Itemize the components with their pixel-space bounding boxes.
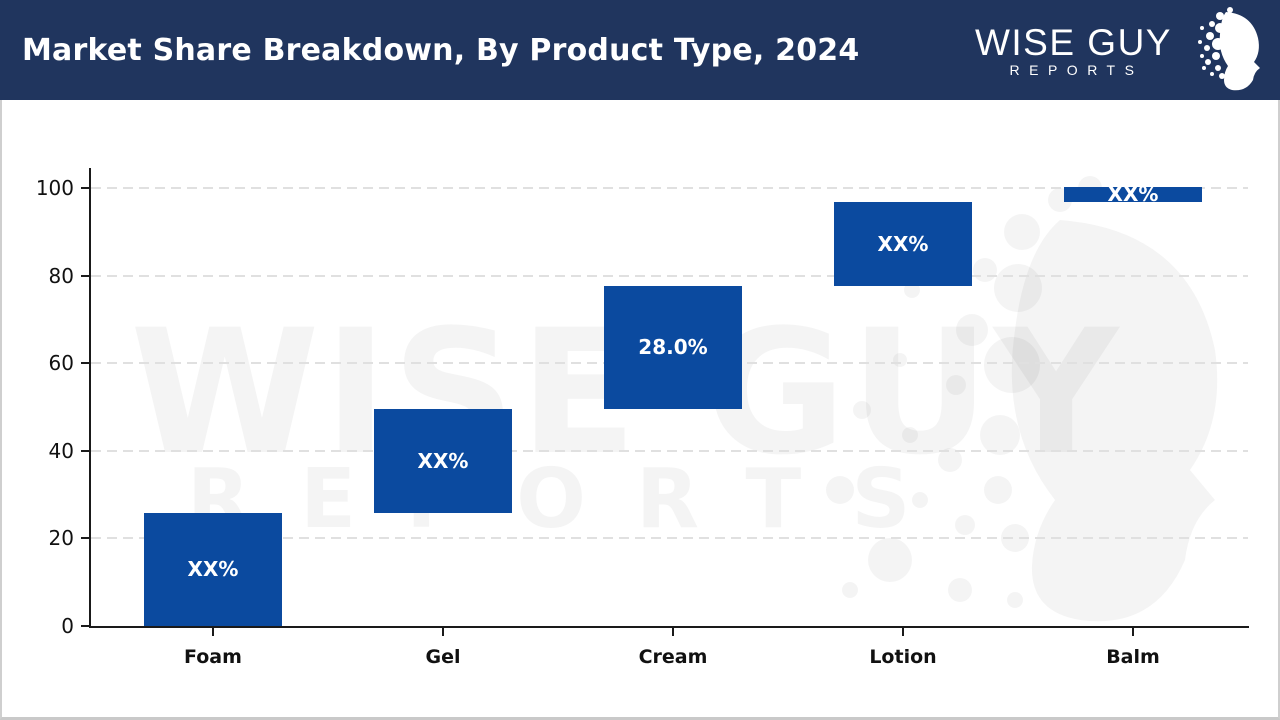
page-title: Market Share Breakdown, By Product Type,… [22,32,860,68]
x-category-label-gel: Gel [425,646,461,668]
x-tick-gel [442,628,444,636]
y-tick-40 [81,449,89,452]
y-tick-0 [81,625,89,627]
x-category-label-lotion: Lotion [869,646,937,668]
gridline-20 [91,537,1248,540]
x-category-label-cream: Cream [638,646,708,668]
y-tick-20 [81,537,89,540]
bar-value-label-lotion: XX% [877,231,929,256]
gridline-80 [91,274,1248,277]
bar-value-label-cream: 28.0% [638,335,708,360]
bar-cream: 28.0% [604,286,742,409]
y-axis-line [89,168,91,628]
bar-value-label-foam: XX% [187,557,239,582]
chart-canvas: WISE GUY REPORTS 020406080100XX%FoamXX%G… [2,100,1278,717]
x-tick-balm [1132,628,1134,636]
y-tick-60 [81,362,89,365]
bar-balm: XX% [1064,182,1202,206]
y-tick-label-80: 80 [48,263,74,288]
bar-gel: XX% [374,408,512,513]
header: Market Share Breakdown, By Product Type,… [0,0,1280,100]
gridline-40 [91,449,1248,452]
y-tick-label-0: 0 [61,614,74,638]
x-category-label-balm: Balm [1106,646,1160,668]
gridline-100 [91,187,1248,189]
watermark-subtext: REPORTS [187,452,960,547]
y-tick-label-40: 40 [48,438,74,463]
y-tick-100 [81,187,89,189]
x-tick-foam [212,628,214,636]
bar-foam: XX% [144,512,282,626]
x-tick-cream [672,628,674,636]
x-tick-lotion [902,628,904,636]
y-tick-label-100: 100 [35,176,74,200]
bar-lotion: XX% [834,201,972,287]
logo-wordmark-line2: REPORTS [1009,62,1144,78]
x-category-label-foam: Foam [184,646,242,668]
y-tick-label-20: 20 [48,526,74,551]
y-tick-label-60: 60 [48,351,74,376]
logo-wordmark-line1: WISE GUY [974,22,1172,63]
bar-value-label-balm: XX% [1107,182,1159,207]
logo-wordmark: WISE GUY REPORTS [975,22,1172,78]
brand-logo: WISE GUY REPORTS [975,4,1266,96]
bar-value-label-gel: XX% [417,448,469,473]
x-axis-line [89,626,1249,628]
y-tick-80 [81,274,89,277]
logo-head-icon [1198,7,1260,91]
